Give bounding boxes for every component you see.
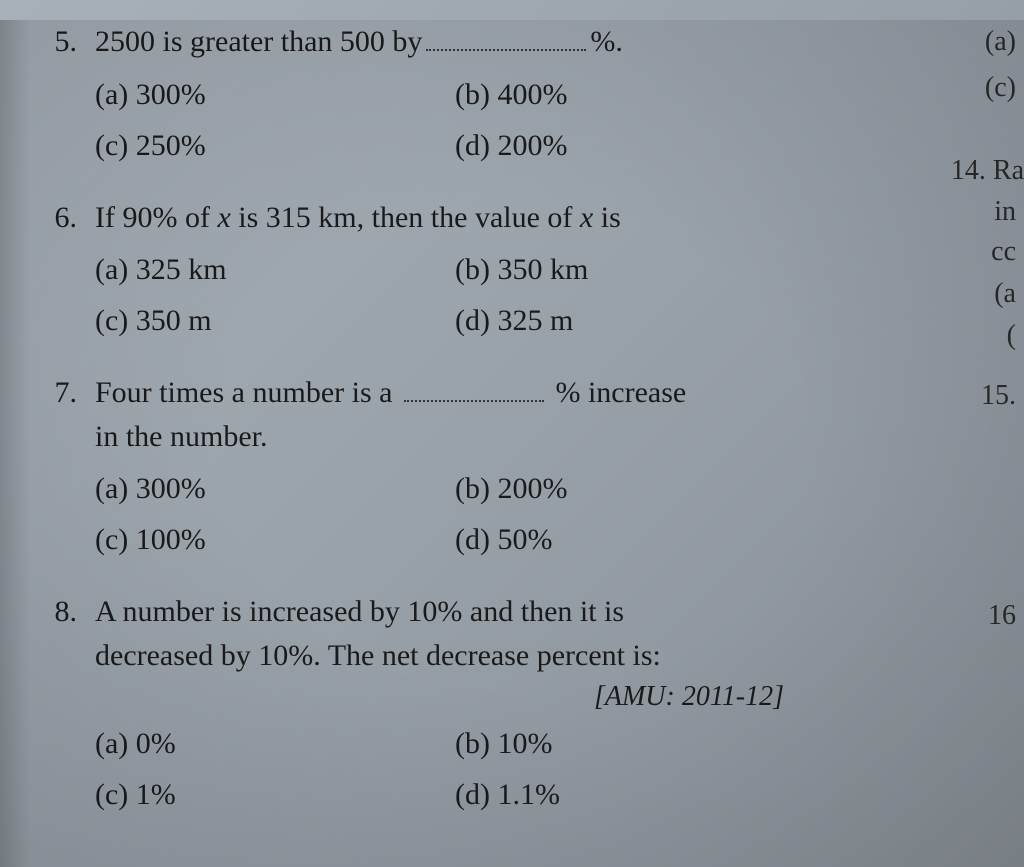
option-c: (c) 100%	[95, 517, 455, 562]
option-a: (a) 300%	[95, 72, 455, 117]
question-text-line2: decreased by 10%. The net decrease perce…	[95, 634, 661, 678]
edge-paren: (	[1007, 320, 1016, 352]
question-line: 7. Four times a number is a % increase	[0, 371, 1024, 415]
option-row: (c) 350 m (d) 325 m	[0, 298, 1024, 343]
edge-15: 15.	[981, 380, 1016, 412]
option-row: (a) 300% (b) 200%	[0, 466, 1024, 511]
edge-in: in	[994, 196, 1016, 228]
option-d: (d) 325 m	[455, 298, 815, 343]
options-block: (a) 0% (b) 10% (c) 1% (d) 1.1%	[0, 721, 1024, 817]
option-row: (c) 100% (d) 50%	[0, 517, 1024, 562]
question-text: If 90% of x is 315 km, then the value of…	[95, 196, 621, 240]
option-row: (a) 325 km (b) 350 km	[0, 247, 1024, 292]
option-a: (a) 300%	[95, 466, 455, 511]
option-b: (b) 350 km	[455, 247, 815, 292]
question-text-line1: A number is increased by 10% and then it…	[95, 590, 624, 634]
question-text: 2500 is greater than 500 by%.	[95, 20, 623, 64]
question-8: 8. A number is increased by 10% and then…	[0, 590, 1024, 817]
option-d: (d) 200%	[455, 123, 815, 168]
edge-c: (c)	[985, 72, 1016, 104]
question-7: 7. Four times a number is a % increase i…	[0, 371, 1024, 562]
edge-paren-a: (a	[994, 278, 1016, 310]
q5-text-after: %.	[590, 25, 623, 58]
option-d: (d) 1.1%	[455, 772, 815, 817]
question-number: 6.	[0, 201, 95, 235]
question-text-line2: in the number.	[95, 415, 267, 459]
q7-text-after: % increase	[555, 376, 686, 409]
edge-14: 14. Ra	[951, 155, 1024, 187]
question-line-2: in the number.	[0, 415, 1024, 459]
q7-text-before: Four times a number is a	[95, 376, 392, 409]
options-block: (a) 325 km (b) 350 km (c) 350 m (d) 325 …	[0, 247, 1024, 343]
option-row: (a) 0% (b) 10%	[0, 721, 1024, 766]
question-5: 5. 2500 is greater than 500 by%. (a) 300…	[0, 20, 1024, 168]
option-row: (c) 1% (d) 1.1%	[0, 772, 1024, 817]
option-c: (c) 350 m	[95, 298, 455, 343]
option-row: (c) 250% (d) 200%	[0, 123, 1024, 168]
option-a: (a) 0%	[95, 721, 455, 766]
variable-x: x	[217, 201, 230, 234]
q5-text-before: 2500 is greater than 500 by	[95, 25, 422, 58]
question-text: Four times a number is a % increase	[95, 371, 686, 415]
question-6: 6. If 90% of x is 315 km, then the value…	[0, 196, 1024, 344]
question-number: 7.	[0, 376, 95, 410]
edge-a: (a)	[985, 26, 1016, 58]
options-block: (a) 300% (b) 200% (c) 100% (d) 50%	[0, 466, 1024, 562]
option-row: (a) 300% (b) 400%	[0, 72, 1024, 117]
option-b: (b) 400%	[455, 72, 815, 117]
option-c: (c) 1%	[95, 772, 455, 817]
option-a: (a) 325 km	[95, 247, 455, 292]
option-b: (b) 200%	[455, 466, 815, 511]
edge-cc: cc	[991, 236, 1016, 268]
blank-line	[426, 27, 586, 51]
option-d: (d) 50%	[455, 517, 815, 562]
question-number: 5.	[0, 25, 95, 59]
blank-line	[404, 378, 544, 402]
source-citation: [AMU: 2011-12]	[0, 681, 1024, 713]
options-block: (a) 300% (b) 400% (c) 250% (d) 200%	[0, 72, 1024, 168]
option-b: (b) 10%	[455, 721, 815, 766]
question-line: 6. If 90% of x is 315 km, then the value…	[0, 196, 1024, 240]
question-line: 5. 2500 is greater than 500 by%.	[0, 20, 1024, 64]
variable-x: x	[580, 201, 593, 234]
question-line-2: decreased by 10%. The net decrease perce…	[0, 634, 1024, 678]
option-c: (c) 250%	[95, 123, 455, 168]
question-number: 8.	[0, 595, 95, 629]
edge-16: 16	[988, 600, 1016, 632]
page-container: 5. 2500 is greater than 500 by%. (a) 300…	[0, 20, 1024, 867]
question-line: 8. A number is increased by 10% and then…	[0, 590, 1024, 634]
